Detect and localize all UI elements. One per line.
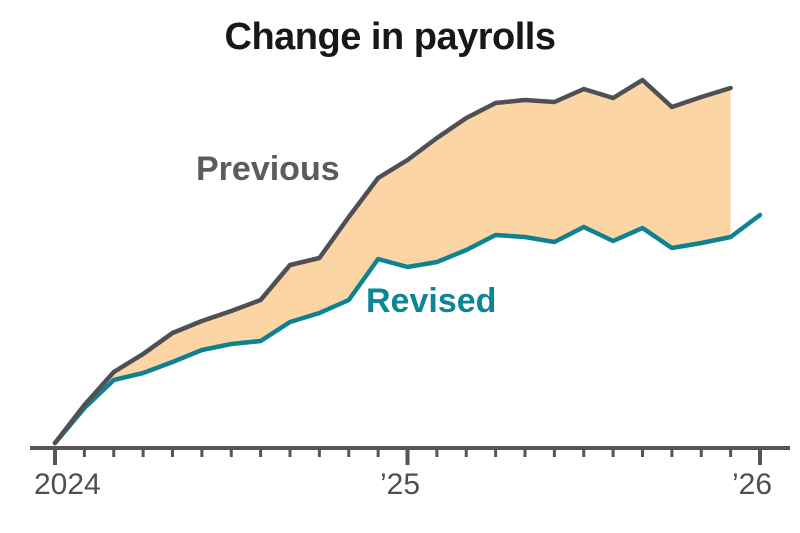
previous-line [52, 77, 733, 446]
x-axis-ticks [53, 448, 762, 465]
x-tick-label-25: ’25 [379, 468, 421, 501]
x-tick-label-2024: 2024 [34, 468, 101, 501]
x-tick-label-26: ’26 [731, 468, 773, 501]
revised-line [52, 212, 763, 446]
chart-title: Change in payrolls [224, 16, 556, 58]
previous-series-label: Previous [196, 150, 340, 188]
revised-series-label: Revised [366, 282, 497, 320]
